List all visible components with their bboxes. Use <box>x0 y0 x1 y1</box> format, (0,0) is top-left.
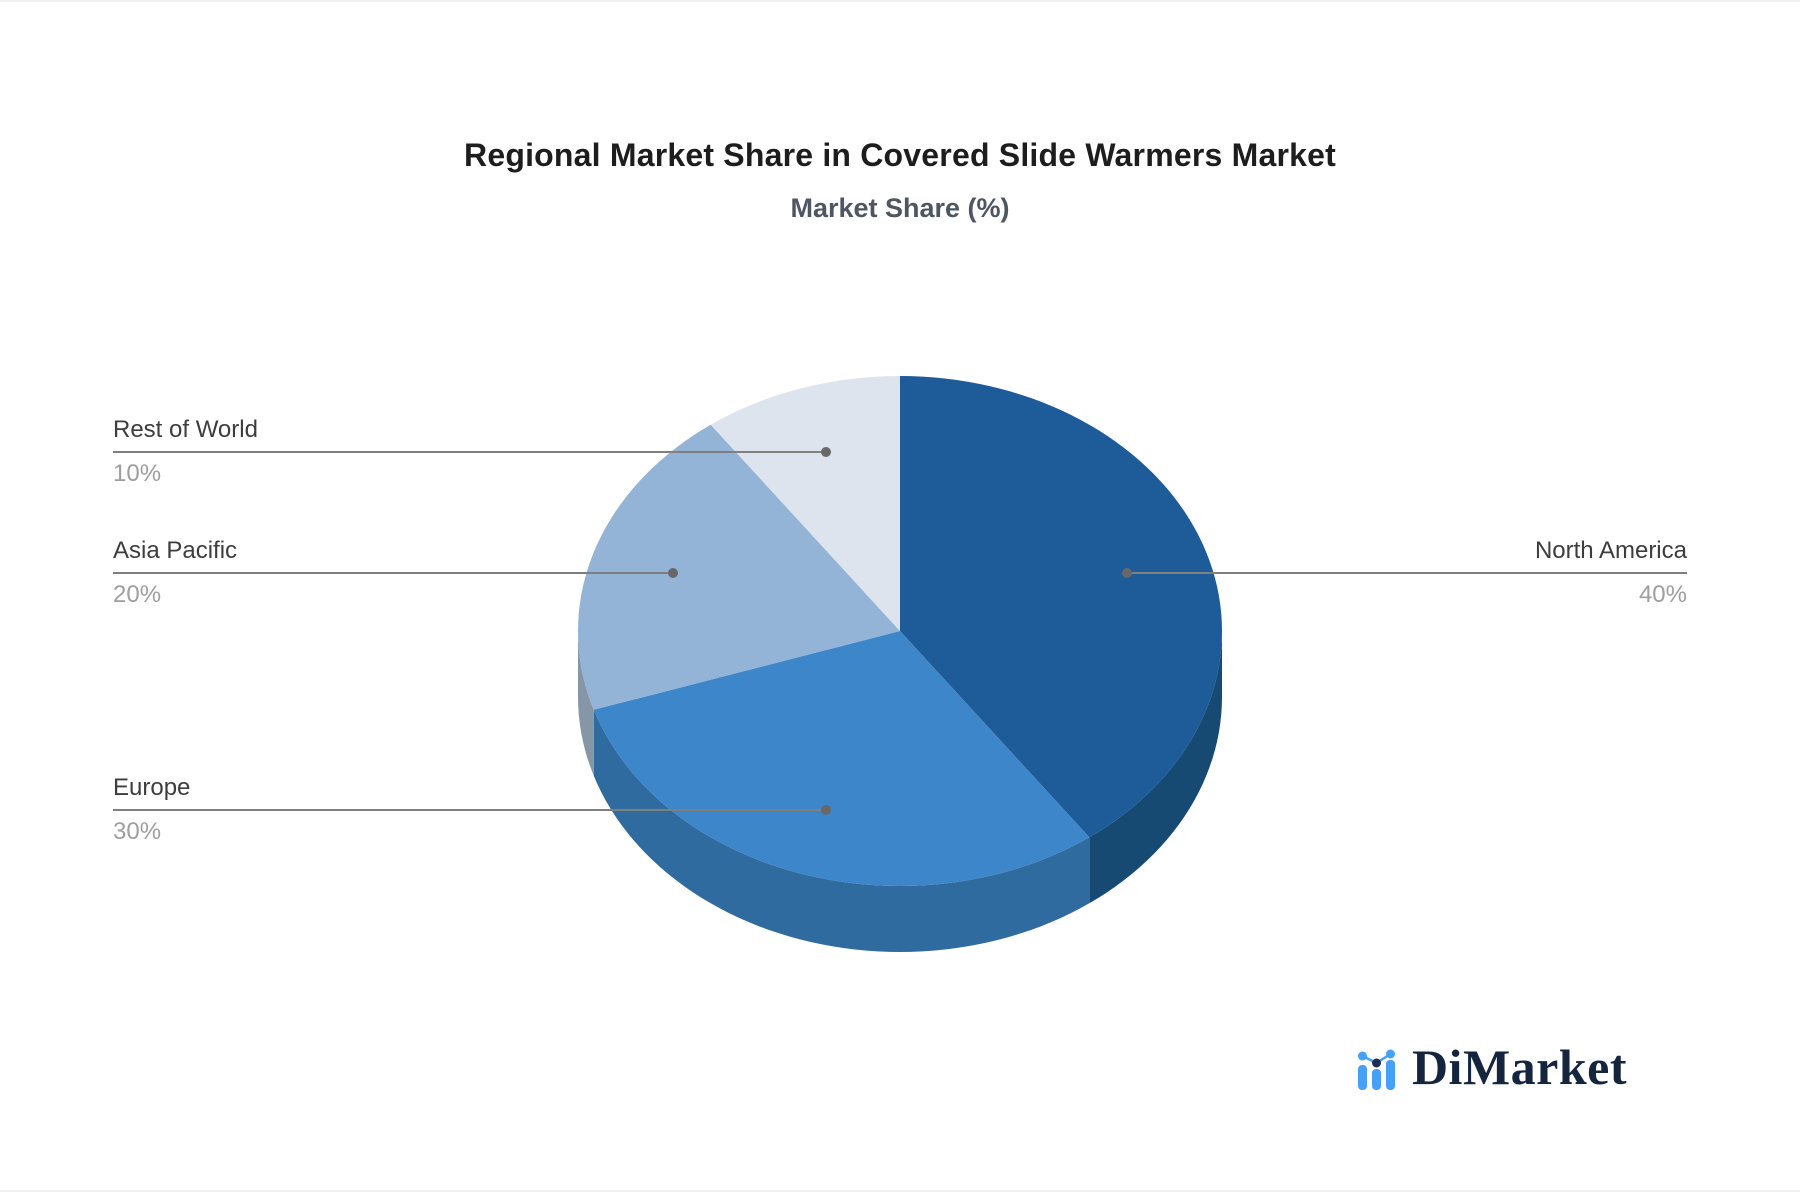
slice-value-text: 10% <box>113 460 162 487</box>
chart-subtitle: Market Share (%) <box>790 193 1010 223</box>
pie-slice-europe[interactable] <box>593 631 1090 886</box>
slice-value-text: 40% <box>1638 581 1687 608</box>
leader-dot-north-america <box>1122 568 1132 578</box>
label-group-europe: Europe 30% <box>113 775 673 845</box>
pie-slice-north-america[interactable] <box>900 376 1222 838</box>
leader-dot-europe <box>821 805 831 815</box>
chart-title: Regional Market Share in Covered Slide W… <box>464 137 1336 173</box>
leader-dot-asia-pacific <box>668 568 678 578</box>
bar-chart-sparkline-icon <box>1357 1049 1395 1090</box>
slice-label-text: Asia Pacific <box>113 537 238 564</box>
bottom-border-line <box>0 1190 1800 1192</box>
pie-slice-side-europe <box>593 709 1090 952</box>
top-border-line <box>0 0 1800 2</box>
label-group-asia-pacific: Asia Pacific 20% <box>113 538 673 608</box>
slice-label-text: North America <box>1534 537 1687 564</box>
pie-slice-side-asia-pacific <box>578 631 594 776</box>
pie-slice-rest-of-world[interactable] <box>710 376 900 631</box>
pie-slice-asia-pacific[interactable] <box>578 424 900 710</box>
brand-logo-text: DiMarket <box>1411 1039 1627 1095</box>
pie-slice-side-north-america <box>1089 631 1222 904</box>
brand-logo: DiMarket <box>1356 1042 1627 1092</box>
label-group-north-america: North America 40% <box>1127 538 1687 608</box>
slice-value-text: 30% <box>113 818 162 845</box>
slice-label-text: Europe <box>113 774 191 801</box>
chart-header: Regional Market Share in Covered Slide W… <box>0 138 1800 223</box>
slice-label-text: Rest of World <box>113 416 258 443</box>
slice-value-text: 20% <box>113 581 162 608</box>
leader-dot-rest-of-world <box>821 447 831 457</box>
label-group-rest-of-world: Rest of World 10% <box>113 417 673 487</box>
